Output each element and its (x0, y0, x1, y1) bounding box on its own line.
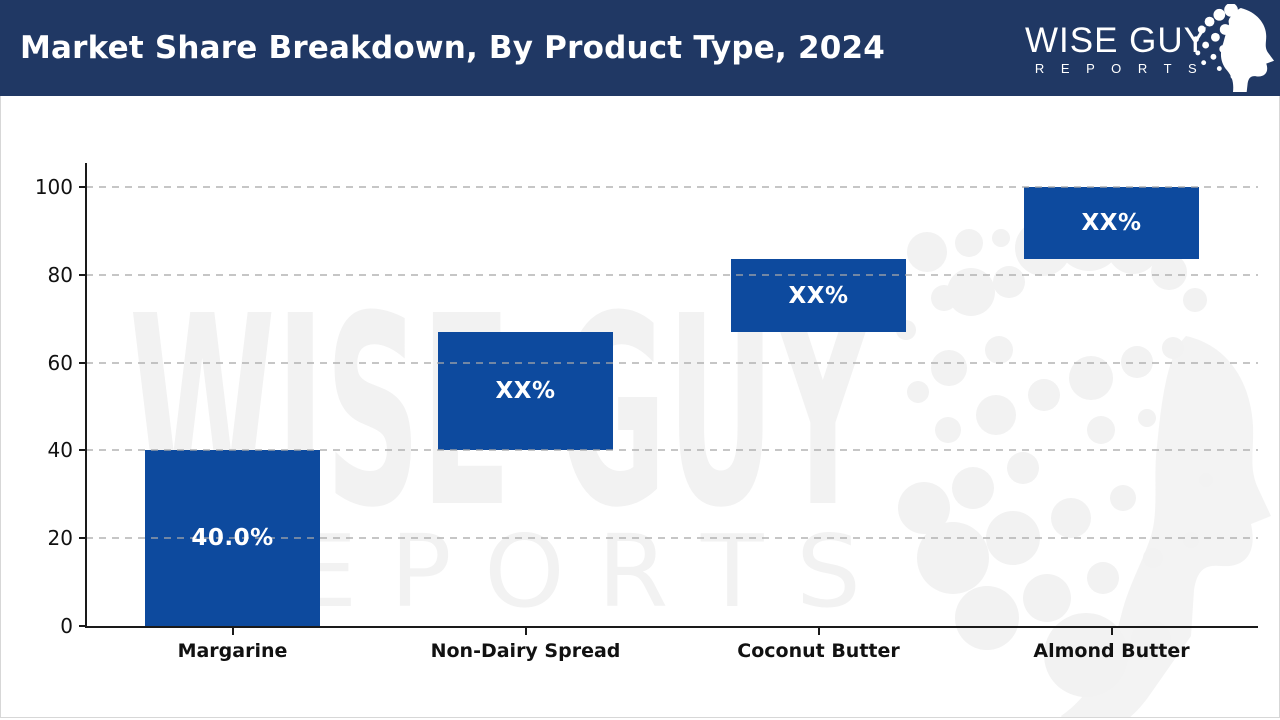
y-tick-mark (79, 449, 86, 452)
logo-subtext: R E P O R T S (1034, 60, 1204, 76)
gridline-40 (86, 449, 1258, 452)
header-bar: Market Share Breakdown, By Product Type,… (0, 0, 1280, 96)
plot: 0 20 40 60 80 100 40.0% Margarine XX% Non-Dairy S… (1, 96, 1279, 717)
gridline-20 (86, 537, 1258, 540)
logo-text: WISE GUY R E P O R T S (1025, 23, 1208, 76)
bar-value-label-coconut-butter: XX% (788, 282, 849, 309)
y-tick-label: 80 (47, 262, 73, 287)
x-tick-mark (817, 628, 820, 635)
category-label-non-dairy-spread: Non-Dairy Spread (430, 640, 621, 662)
category-label-almond-butter: Almond Butter (1033, 640, 1190, 662)
x-axis-line (85, 626, 1258, 628)
bar-almond-butter (1024, 187, 1199, 260)
y-tick-mark (79, 361, 86, 364)
y-tick-mark (79, 186, 86, 188)
bar-coconut-butter (731, 259, 906, 332)
wise-guy-logo: WISE GUY R E P O R T S (1025, 4, 1276, 94)
category-label-margarine: Margarine (177, 640, 288, 662)
logo-wordmark: WISE GUY (1024, 20, 1208, 60)
bar-value-label-margarine: 40.0% (191, 525, 274, 552)
y-tick-label: 20 (47, 526, 73, 551)
y-tick-mark (79, 537, 86, 540)
bar-non-dairy-spread (438, 331, 613, 451)
bar-value-label-almond-butter: XX% (1081, 210, 1142, 237)
chart-area: WISE GUY R E P O R T S (0, 96, 1280, 718)
y-tick-label: 60 (47, 350, 73, 375)
dotted-face-icon (1192, 4, 1275, 93)
x-tick-mark (524, 628, 527, 635)
x-tick-mark (231, 628, 234, 635)
category-label-coconut-butter: Coconut Butter (737, 640, 900, 662)
y-axis-line (85, 163, 87, 628)
y-tick-label: 100 (34, 175, 73, 199)
y-tick-mark (79, 625, 86, 627)
gridline-100 (86, 186, 1258, 188)
bar-value-label-non-dairy-spread: XX% (495, 378, 556, 405)
y-tick-mark (79, 273, 86, 276)
page-title: Market Share Breakdown, By Product Type,… (20, 30, 886, 66)
y-tick-label: 0 (60, 614, 73, 638)
gridline-80 (86, 273, 1258, 276)
x-tick-mark (1110, 628, 1113, 635)
y-tick-label: 40 (47, 438, 73, 463)
gridline-60 (86, 361, 1258, 364)
